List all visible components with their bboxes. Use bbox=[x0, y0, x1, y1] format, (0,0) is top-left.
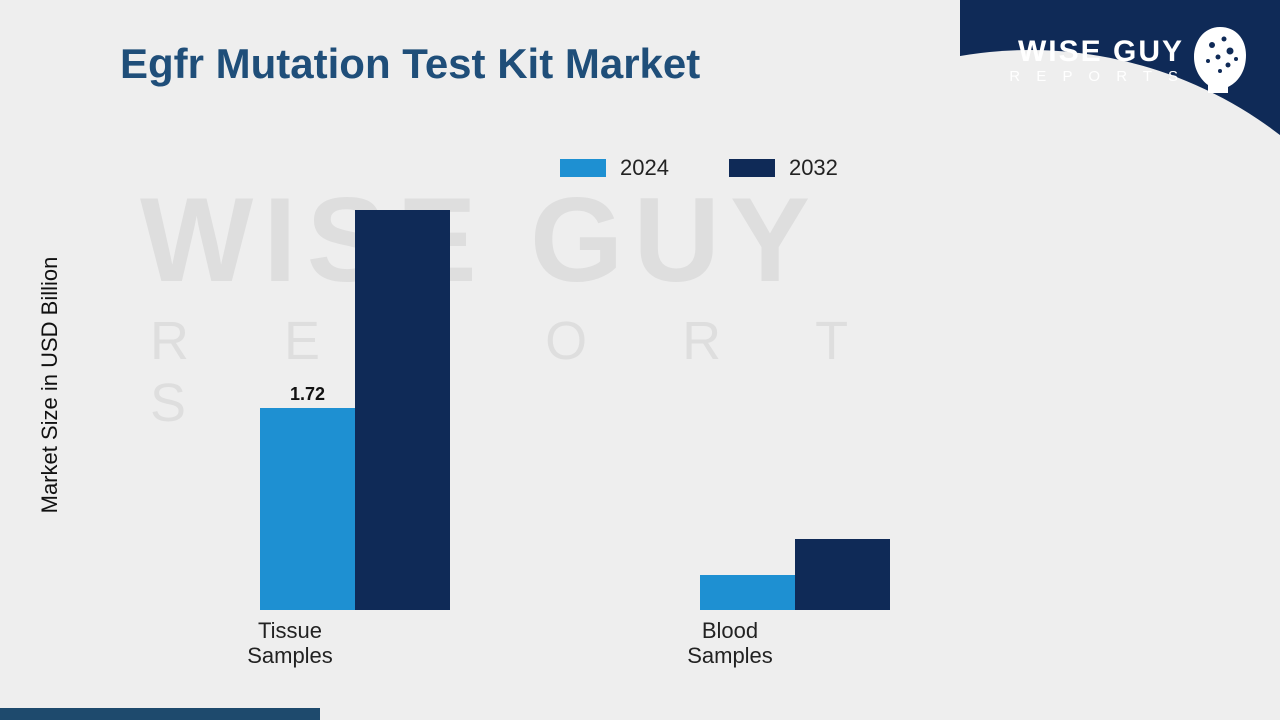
x-axis-category-label: TissueSamples bbox=[220, 618, 360, 669]
stage: Egfr Mutation Test Kit Market WISE GUY R… bbox=[0, 0, 1280, 720]
legend: 2024 2032 bbox=[560, 155, 838, 181]
bar bbox=[795, 539, 890, 610]
bar: 1.72 bbox=[260, 408, 355, 610]
legend-label: 2032 bbox=[789, 155, 838, 181]
brand-logo-sub: R E P O R T S bbox=[1009, 69, 1184, 84]
x-axis-category-label: BloodSamples bbox=[660, 618, 800, 669]
brand-head-icon bbox=[1190, 25, 1250, 95]
bar bbox=[700, 575, 795, 610]
legend-item: 2032 bbox=[729, 155, 838, 181]
bar-group: 1.72 bbox=[260, 210, 450, 610]
legend-item: 2024 bbox=[560, 155, 669, 181]
footer-accent-bar bbox=[0, 708, 320, 720]
bar-value-label: 1.72 bbox=[290, 384, 325, 405]
chart-title: Egfr Mutation Test Kit Market bbox=[120, 40, 700, 88]
brand-logo-main: WISE GUY bbox=[1009, 37, 1184, 67]
legend-swatch bbox=[729, 159, 775, 177]
brand-logo: WISE GUY R E P O R T S bbox=[990, 20, 1250, 100]
legend-swatch bbox=[560, 159, 606, 177]
plot-area: 1.72 bbox=[110, 210, 970, 610]
bar bbox=[355, 210, 450, 610]
legend-label: 2024 bbox=[620, 155, 669, 181]
bar-group bbox=[700, 539, 890, 610]
brand-logo-text: WISE GUY R E P O R T S bbox=[1009, 37, 1184, 84]
y-axis-label: Market Size in USD Billion bbox=[37, 257, 63, 514]
